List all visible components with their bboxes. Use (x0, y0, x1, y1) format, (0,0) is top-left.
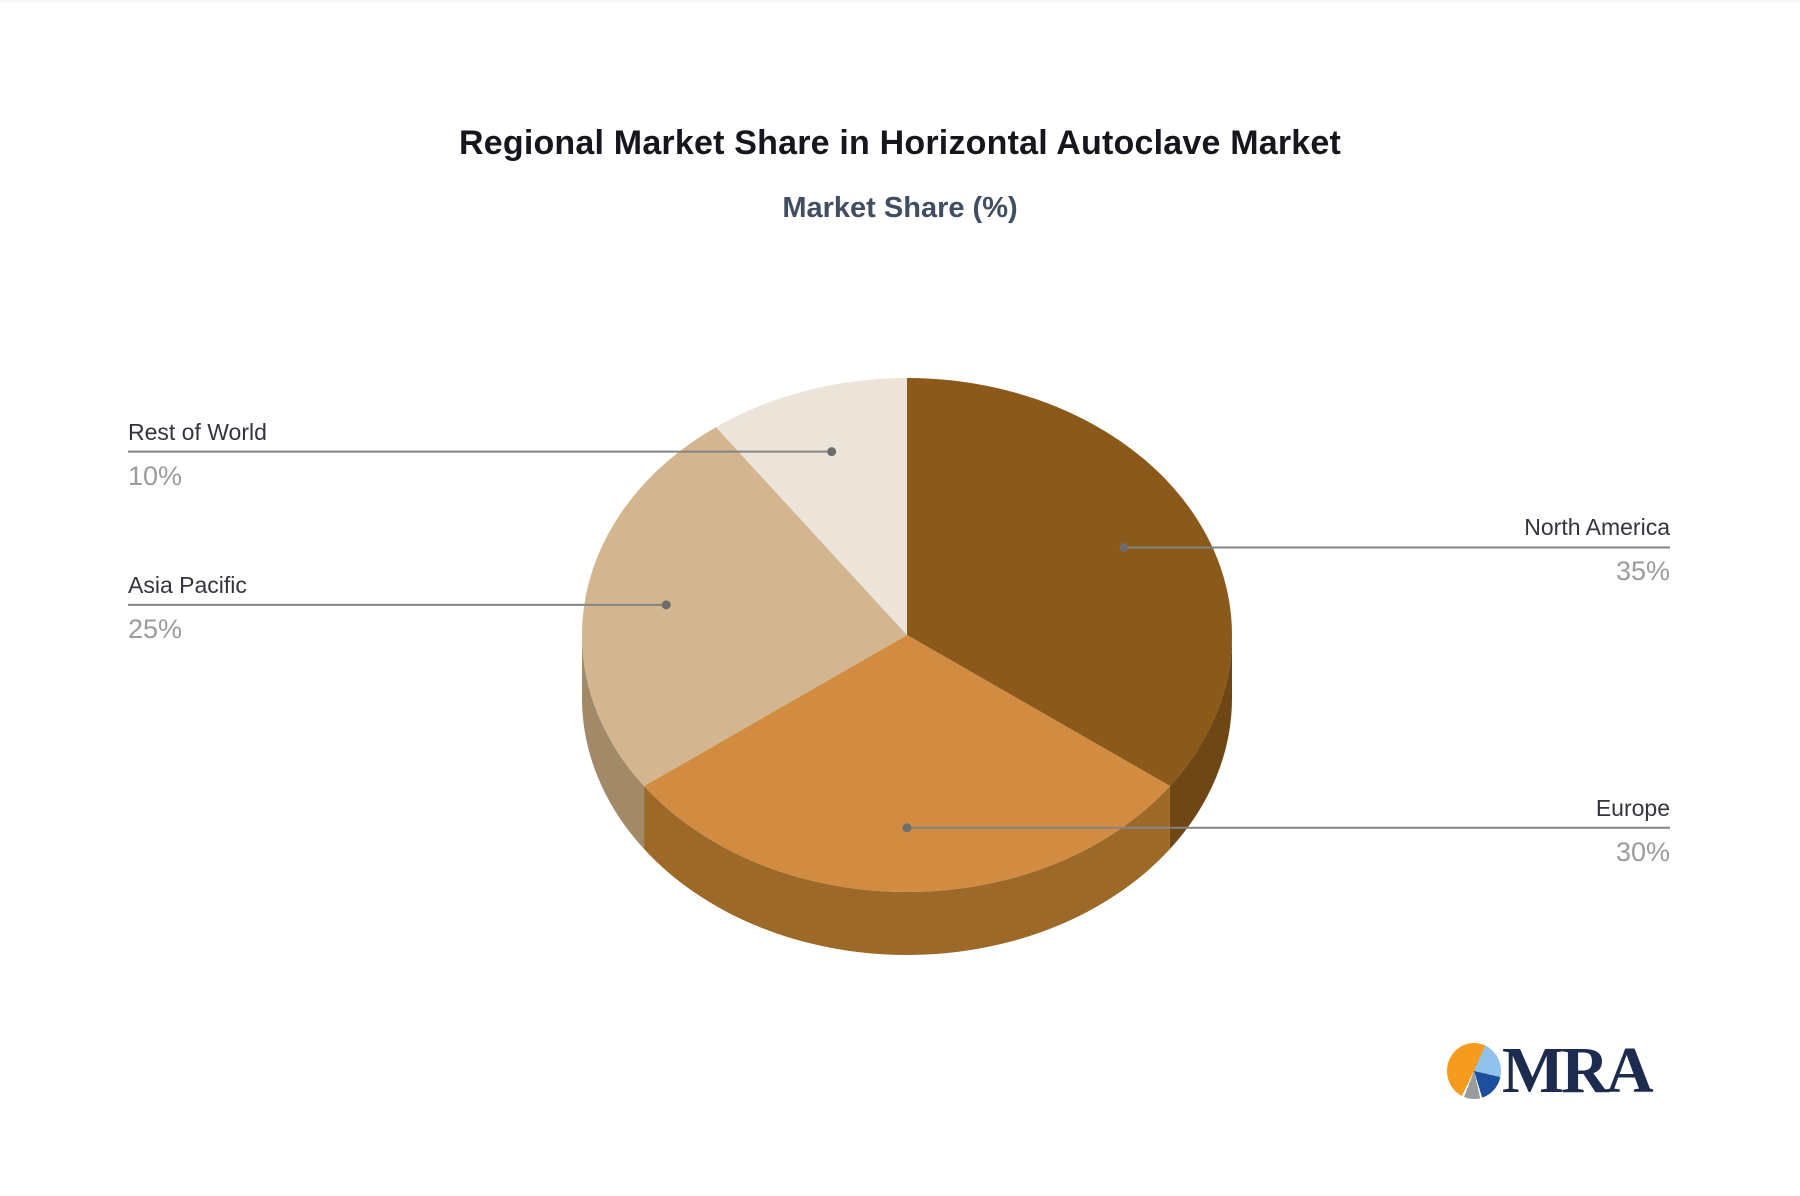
leader-dot-rest-of-world (827, 447, 837, 457)
slice-name: North America (1524, 514, 1670, 541)
slice-name: Asia Pacific (128, 571, 247, 598)
slice-name: Europe (1595, 794, 1670, 821)
slice-percent: 30% (1615, 836, 1670, 867)
leader-dot-asia-pacific (661, 600, 671, 610)
pie-slice-side-north-america (1169, 635, 1232, 850)
slice-percent: 10% (128, 460, 183, 491)
pie-slice-north-america (907, 378, 1232, 787)
pie-slice-side-asia-pacific (582, 635, 645, 850)
pie-slice-asia-pacific (582, 427, 907, 787)
slice-percent: 35% (1615, 556, 1670, 587)
leader-dot-north-america (1119, 542, 1129, 552)
chart-title: Regional Market Share in Horizontal Auto… (458, 124, 1341, 162)
pie-chart-icon (1447, 1043, 1501, 1099)
leader-dot-europe (902, 823, 912, 833)
pie-slice-side-europe (644, 786, 1170, 956)
top-edge-strip (0, 0, 1800, 3)
slice-name: Rest of World (128, 418, 267, 445)
slice-percent: 25% (128, 613, 183, 644)
chart-subtitle: Market Share (%) (782, 192, 1018, 224)
pie-slice-rest-of-world (715, 378, 907, 635)
mra-logo-text: MRA (1502, 1034, 1654, 1107)
mra-logo: MRA (1447, 1034, 1654, 1107)
